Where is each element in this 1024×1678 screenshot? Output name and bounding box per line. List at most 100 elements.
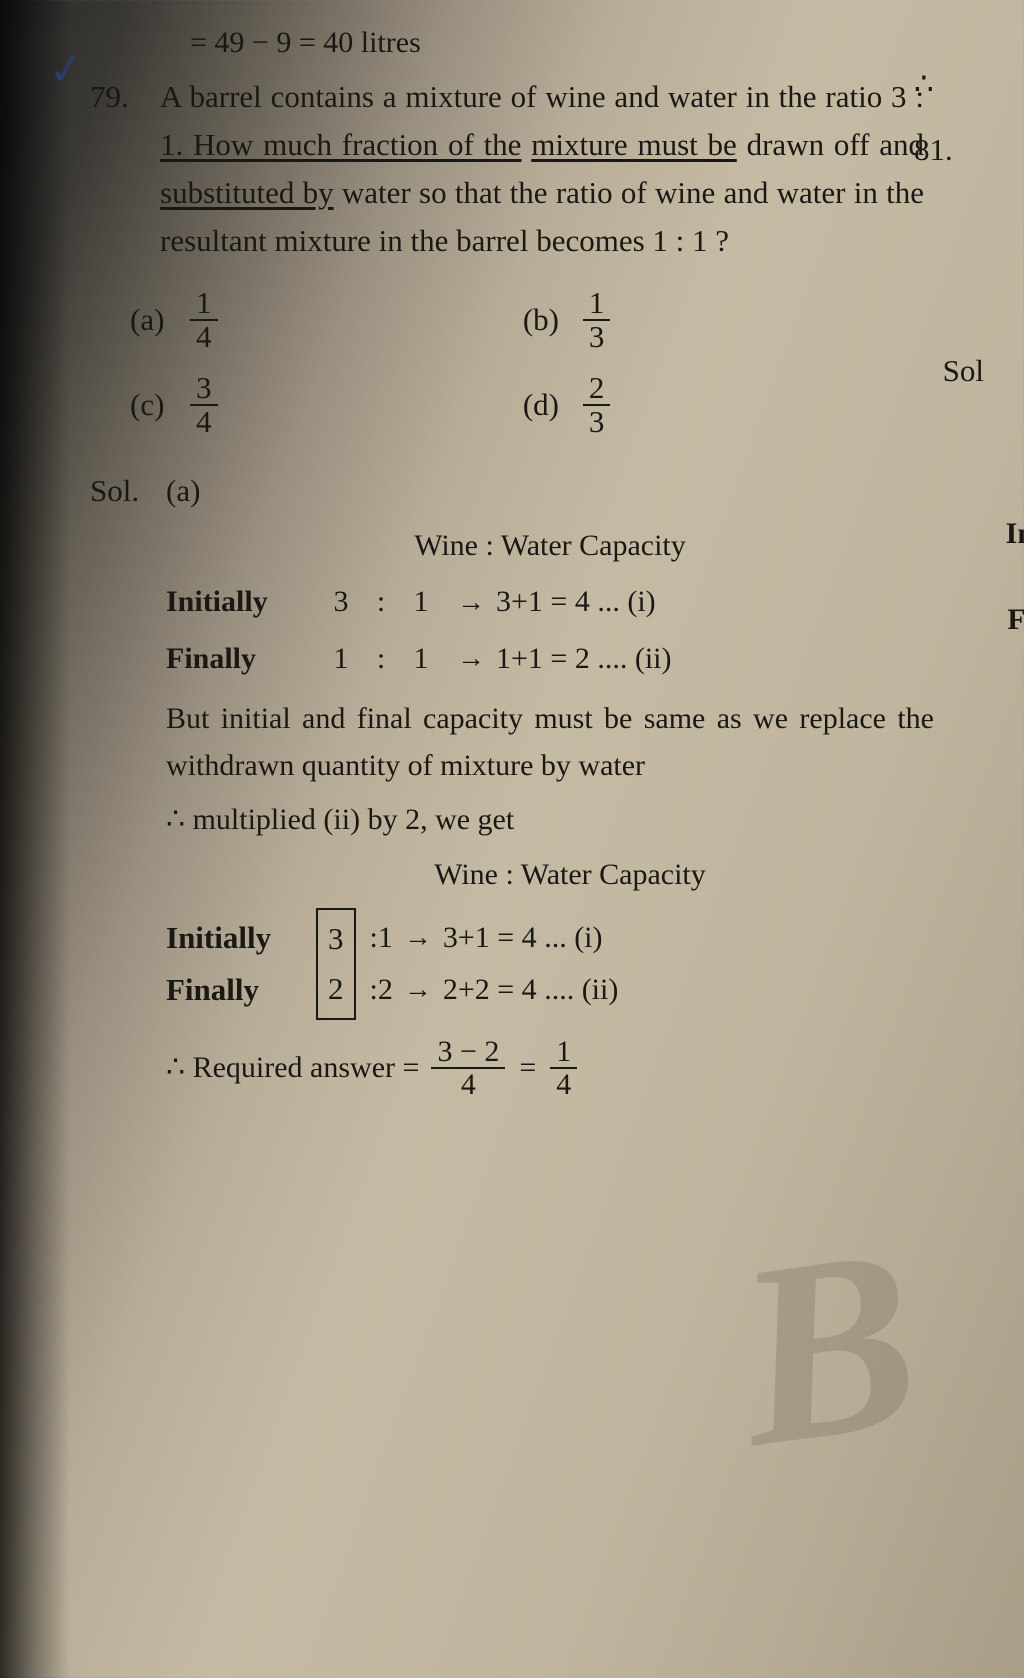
fraction-denominator: 4 [455, 1069, 482, 1101]
finally-label: Finally [166, 964, 316, 1016]
finally-label: Finally [166, 636, 316, 683]
cap-text: 2+2 = 4 [443, 973, 537, 1006]
page-left-shadow [0, 0, 70, 1678]
fraction: 3 − 2 4 [431, 1036, 505, 1101]
fraction-numerator: 3 [190, 372, 218, 407]
q-line: water so that the [334, 175, 548, 210]
colon: : [370, 915, 378, 962]
question-text: A barrel contains a mixture of wine and … [160, 73, 984, 265]
explanation-paragraph: But initial and final capacity must be s… [166, 696, 934, 789]
eq-tag: ... (i) [544, 921, 602, 954]
fraction-denominator: 3 [583, 321, 611, 354]
q-line-underlined: mixture must be [531, 127, 737, 162]
solution-body: (a) Wine : Water Capacity In Fi Initiall… [166, 467, 984, 1101]
fraction: 1 3 [583, 287, 611, 354]
boxed-wine-column: 3 2 [316, 908, 356, 1019]
question-number: 79. [90, 73, 160, 265]
arrow-icon: → [446, 581, 496, 624]
boxed-value-top: 3 [328, 914, 344, 964]
question-row: 79. A barrel contains a mixture of wine … [90, 73, 984, 265]
fraction: 1 4 [190, 287, 218, 354]
grid2-row-1: : 1 → 3+1 = 4 ... (i) [370, 912, 935, 964]
therefore-symbol: ∴ [914, 60, 984, 108]
capacity-expr: 2+2 = 4 .... (ii) [443, 967, 619, 1014]
watermark: B [721, 1189, 924, 1508]
arrow-icon: → [393, 916, 443, 959]
handwritten-tick: ✓ [45, 42, 89, 98]
options-block: (a) 1 4 (b) 1 3 (c) 3 4 (d) 2 3 [130, 287, 984, 457]
ratio-line-initial: Initially 3 : 1 → 3+1 = 4 ... (i) [166, 579, 934, 626]
water-value: 1 [396, 579, 446, 626]
q-line: becomes 1 : 1 ? [536, 223, 729, 258]
fraction: 3 4 [190, 372, 218, 439]
right-margin-in: In [1006, 511, 1024, 558]
capacity-expr: 3+1 = 4 ... (i) [443, 915, 603, 962]
q-line: ratio of wine and water in the [556, 175, 924, 210]
ratio-header: Wine : Water Capacity [166, 523, 934, 570]
arrow-icon: → [393, 968, 443, 1011]
boxed-value-bottom: 2 [328, 964, 344, 1014]
option-label: (c) [130, 381, 190, 429]
option-label: (a) [130, 296, 190, 344]
cap-text: 1+1 = 2 [496, 642, 590, 675]
initially-label: Initially [166, 579, 316, 626]
fraction-numerator: 1 [583, 287, 611, 322]
final-answer-line: ∴ Required answer = 3 − 2 4 = 1 4 [166, 1036, 934, 1101]
solution-label: Sol. [90, 467, 166, 1101]
fraction-numerator: 1 [190, 287, 218, 322]
wine-value: 3 [316, 579, 366, 626]
solution-row: Sol. (a) Wine : Water Capacity In Fi Ini… [90, 467, 984, 1101]
q-line-underlined: substituted by [160, 175, 334, 210]
fraction-numerator: 2 [583, 372, 611, 407]
right-margin-sol: Sol [943, 347, 984, 395]
solution-answer-letter: (a) [166, 467, 934, 515]
option-label: (b) [523, 296, 583, 344]
option-b: (b) 1 3 [523, 287, 916, 354]
capacity-expr: 1+1 = 2 .... (ii) [496, 636, 934, 683]
multiply-line: ∴ multiplied (ii) by 2, we get [166, 797, 934, 844]
q-line: drawn off and [737, 127, 924, 162]
ratio-line-final: Finally 1 : 1 → 1+1 = 2 .... (ii) [166, 636, 934, 683]
option-c: (c) 3 4 [130, 372, 523, 439]
q-line: resultant mixture in the barrel [160, 223, 528, 258]
initially-label: Initially [166, 912, 316, 964]
q-line-underlined: 1. How much fraction of the [160, 127, 521, 162]
capacity-expr: 3+1 = 4 ... (i) [496, 579, 934, 626]
ratio-header-2: Wine : Water Capacity [206, 852, 934, 899]
colon: : [366, 579, 396, 626]
q-line: A barrel contains a mixture of [160, 79, 536, 114]
fraction-denominator: 4 [190, 321, 218, 354]
colon: : [370, 967, 378, 1014]
option-label: (d) [523, 381, 583, 429]
top-equation: = 49 − 9 = 40 litres [190, 20, 984, 67]
fraction: 1 4 [550, 1036, 577, 1101]
cap-text: 3+1 = 4 [443, 921, 537, 954]
equals-sign: = [505, 1045, 550, 1092]
ratio-grid-2: Initially Finally 3 2 : 1 → 3+1 = 4 ... … [166, 908, 934, 1019]
fraction: 2 3 [583, 372, 611, 439]
eq-tag: .... (ii) [544, 973, 618, 1006]
fraction-numerator: 1 [550, 1036, 577, 1070]
page-content: = 49 − 9 = 40 litres ∴ 81. 79. A barrel … [90, 20, 984, 1101]
option-d: (d) 2 3 [523, 372, 916, 439]
colon: : [366, 636, 396, 683]
grid2-row-2: : 2 → 2+2 = 4 .... (ii) [370, 964, 935, 1016]
eq-tag: ... (i) [597, 585, 655, 618]
arrow-icon: → [446, 637, 496, 680]
right-margin-column: ∴ 81. [914, 60, 984, 174]
water-value: 1 [378, 915, 393, 962]
next-question-number: 81. [914, 126, 984, 174]
fraction-denominator: 4 [190, 406, 218, 439]
water-value: 2 [378, 967, 393, 1014]
cap-text: 3+1 = 4 [496, 585, 590, 618]
water-value: 1 [396, 636, 446, 683]
fraction-numerator: 3 − 2 [431, 1036, 505, 1070]
right-margin-fi: Fi [1007, 597, 1024, 644]
wine-value: 1 [316, 636, 366, 683]
q-line: wine and water in the ratio 3 : [545, 79, 924, 114]
final-prefix: ∴ Required answer = [166, 1045, 419, 1092]
eq-tag: .... (ii) [597, 642, 671, 675]
fraction-denominator: 4 [550, 1069, 577, 1101]
fraction-denominator: 3 [583, 406, 611, 439]
option-a: (a) 1 4 [130, 287, 523, 354]
